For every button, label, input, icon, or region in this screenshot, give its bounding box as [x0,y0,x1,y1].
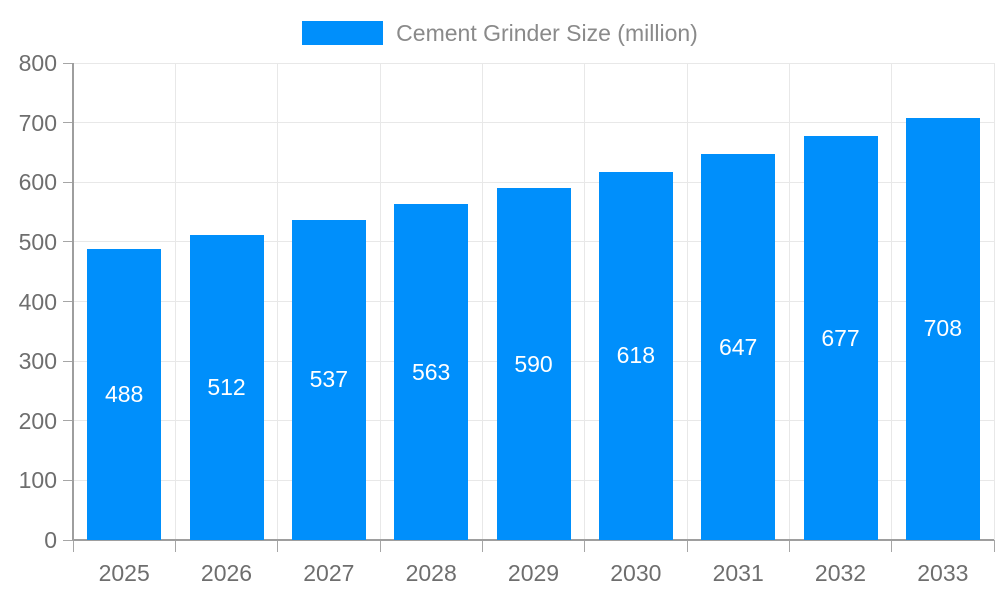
y-tick-label: 700 [18,109,57,136]
y-axis-tick [63,62,73,64]
bar-value-label: 488 [104,381,144,407]
x-tick-label: 2026 [200,560,253,586]
bar-value-label: 708 [923,315,963,342]
x-axis-tick [891,540,893,552]
gridline-vertical [993,63,995,540]
x-tick-label: 2031 [712,560,764,586]
x-axis-tick [686,540,688,552]
bar[interactable]: 537 [291,219,366,540]
x-tick-label: 2028 [405,560,457,586]
y-axis-tick [63,181,73,183]
bar[interactable]: 677 [803,136,878,540]
gridline-vertical [584,63,586,540]
y-axis-tick [63,539,73,541]
y-axis-tick [63,241,73,243]
y-tick-label: 400 [18,288,57,315]
gridline-horizontal [73,181,994,183]
y-tick-label: 800 [18,50,57,76]
y-axis-tick [63,420,73,422]
gridline-vertical [788,63,790,540]
legend-label: Cement Grinder Size (million) [396,20,698,46]
x-axis-line [73,539,994,541]
bar-value-label: 537 [309,366,349,393]
bar[interactable]: 618 [598,171,673,540]
x-tick-label: 2027 [303,560,355,586]
x-tick-label: 2025 [98,560,150,586]
x-axis-tick [788,540,790,552]
bar[interactable]: 563 [394,204,469,540]
y-tick-label: 300 [18,348,57,375]
bar-value-label: 590 [514,350,553,377]
bar[interactable]: 647 [701,154,776,540]
y-tick-label: 100 [18,467,57,494]
y-tick-label: 200 [18,407,57,434]
x-axis-tick [174,540,176,552]
x-tick-label: 2030 [610,560,662,586]
y-axis-tick [63,122,73,124]
x-axis-tick [277,540,279,552]
x-tick-label: 2029 [507,560,560,586]
gridline-horizontal [73,122,994,124]
bar[interactable]: 512 [189,234,264,540]
y-tick-label: 0 [44,527,57,553]
gridline-vertical [277,63,279,540]
gridline-vertical [481,63,483,540]
legend-item[interactable]: Cement Grinder Size (million) [0,18,1000,48]
y-axis-tick [63,301,73,302]
x-axis-tick [584,540,586,552]
gridline-vertical [891,63,893,540]
legend-swatch-icon [302,21,384,45]
gridline-vertical [686,63,688,540]
gridline-vertical [174,63,176,540]
x-axis-tick [72,540,74,552]
bar-value-label: 677 [821,324,860,351]
bar-value-label: 618 [616,342,656,369]
y-tick-label: 600 [18,169,57,196]
bar[interactable]: 590 [496,188,571,540]
y-tick-label: 500 [18,228,57,255]
gridline-horizontal [73,62,994,64]
bar-value-label: 647 [718,333,758,360]
x-axis-tick [379,540,381,552]
x-axis-tick [993,540,995,552]
y-axis-tick [63,479,73,481]
y-axis-tick [63,360,73,362]
bar-value-label: 512 [207,373,246,400]
x-tick-label: 2033 [917,560,969,586]
x-tick-label: 2032 [814,560,867,586]
bar-value-label: 563 [411,358,451,385]
y-axis-line [72,63,74,540]
bar[interactable]: 708 [905,117,980,540]
x-axis-tick [481,540,483,552]
gridline-vertical [379,63,381,540]
bar[interactable]: 488 [87,249,162,540]
